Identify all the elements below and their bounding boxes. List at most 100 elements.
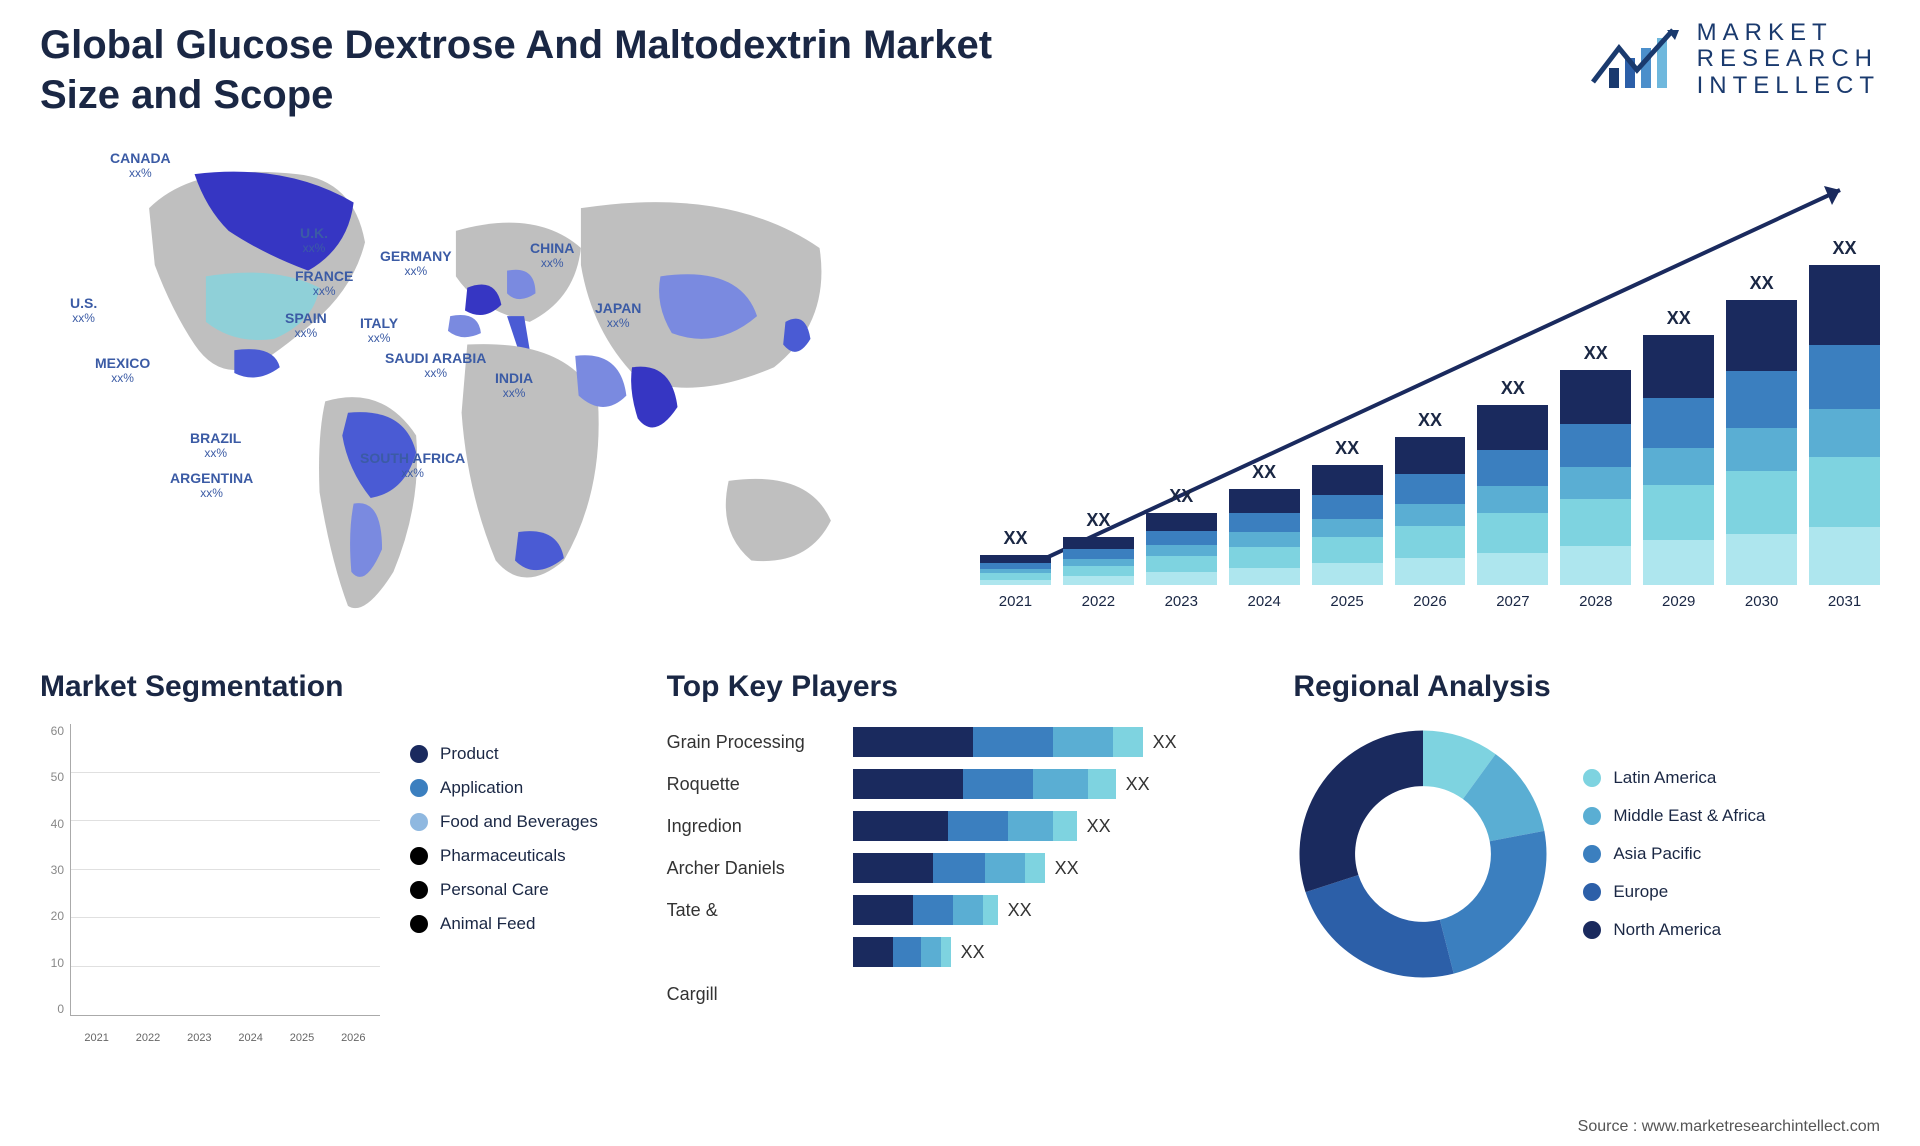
player-value: XX	[1153, 732, 1177, 753]
map-label: BRAZILxx%	[190, 430, 241, 460]
regional-legend: Latin America Middle East & Africa Asia Pa…	[1583, 768, 1765, 940]
forecast-bar: XX 2025	[1312, 438, 1383, 610]
map-label: SPAINxx%	[285, 310, 327, 340]
forecast-value-label: XX	[1501, 378, 1525, 399]
forecast-value-label: XX	[1252, 462, 1276, 483]
legend-dot-icon	[410, 915, 428, 933]
forecast-value-label: XX	[1667, 308, 1691, 329]
legend-item: Product	[410, 744, 627, 764]
bottom-row: Market Segmentation 6050403020100 202120…	[40, 670, 1880, 1044]
map-label: ARGENTINAxx%	[170, 470, 253, 500]
player-row: Cargill	[667, 976, 1254, 1012]
forecast-value-label: XX	[1833, 238, 1857, 259]
player-row: Grain ProcessingXX	[667, 724, 1254, 760]
player-value: XX	[961, 942, 985, 963]
legend-label: Application	[440, 778, 523, 798]
forecast-year-label: 2030	[1745, 593, 1778, 610]
forecast-value-label: XX	[1584, 343, 1608, 364]
players-title: Top Key Players	[667, 670, 1254, 704]
legend-item: Animal Feed	[410, 914, 627, 934]
brand-logo: MARKET RESEARCH INTELLECT	[1589, 20, 1880, 99]
forecast-bar: XX 2022	[1063, 510, 1134, 610]
player-name: Roquette	[667, 774, 837, 795]
legend-label: Pharmaceuticals	[440, 846, 566, 866]
legend-dot-icon	[410, 745, 428, 763]
players-section: Top Key Players Grain ProcessingXX Roquet…	[667, 670, 1254, 1044]
regional-chart: Latin America Middle East & Africa Asia Pa…	[1293, 724, 1880, 984]
player-value: XX	[1126, 774, 1150, 795]
forecast-bar: XX 2030	[1726, 273, 1797, 610]
legend-dot-icon	[410, 881, 428, 899]
legend-dot-icon	[1583, 883, 1601, 901]
forecast-bar: XX 2021	[980, 528, 1051, 610]
forecast-bar: XX 2023	[1146, 486, 1217, 610]
forecast-bar: XX 2028	[1560, 343, 1631, 610]
map-label: MEXICOxx%	[95, 355, 150, 385]
forecast-year-label: 2023	[1165, 593, 1198, 610]
segmentation-plot: 6050403020100 202120222023202420252026	[40, 724, 380, 1044]
forecast-value-label: XX	[1418, 410, 1442, 431]
legend-dot-icon	[1583, 807, 1601, 825]
legend-label: Animal Feed	[440, 914, 535, 934]
forecast-year-label: 2022	[1082, 593, 1115, 610]
logo-text: MARKET RESEARCH INTELLECT	[1697, 20, 1880, 99]
legend-item: North America	[1583, 920, 1765, 940]
forecast-year-label: 2027	[1496, 593, 1529, 610]
world-map: CANADAxx% U.S.xx% MEXICOxx% BRAZILxx% ARGENT…	[40, 140, 940, 640]
legend-item: Asia Pacific	[1583, 844, 1765, 864]
forecast-year-label: 2021	[999, 593, 1032, 610]
map-label: U.K.xx%	[300, 225, 328, 255]
legend-dot-icon	[1583, 769, 1601, 787]
map-label: FRANCExx%	[295, 268, 353, 298]
legend-label: Middle East & Africa	[1613, 806, 1765, 826]
forecast-year-label: 2025	[1330, 593, 1363, 610]
header: Global Glucose Dextrose And Maltodextrin…	[40, 20, 1880, 120]
legend-item: Food and Beverages	[410, 812, 627, 832]
player-name: Archer Daniels	[667, 858, 837, 879]
forecast-bar: XX 2024	[1229, 462, 1300, 610]
logo-mark-icon	[1589, 28, 1679, 92]
player-name: Tate &	[667, 900, 837, 921]
player-row: XX	[667, 934, 1254, 970]
player-row: Tate & XX	[667, 892, 1254, 928]
legend-dot-icon	[1583, 845, 1601, 863]
legend-dot-icon	[410, 847, 428, 865]
map-label: CHINAxx%	[530, 240, 574, 270]
forecast-value-label: XX	[1003, 528, 1027, 549]
player-value: XX	[1087, 816, 1111, 837]
legend-label: Europe	[1613, 882, 1668, 902]
legend-label: Food and Beverages	[440, 812, 598, 832]
map-label: JAPANxx%	[595, 300, 641, 330]
segmentation-legend: Product Application Food and Beverages Phar…	[410, 724, 627, 1044]
map-label: U.S.xx%	[70, 295, 97, 325]
players-list: Grain ProcessingXXRoquetteXXIngredionXXA…	[667, 724, 1254, 1012]
map-label: ITALYxx%	[360, 315, 398, 345]
player-value: XX	[1008, 900, 1032, 921]
forecast-year-label: 2031	[1828, 593, 1861, 610]
player-value: XX	[1055, 858, 1079, 879]
segmentation-chart: 6050403020100 202120222023202420252026 P…	[40, 724, 627, 1044]
forecast-value-label: XX	[1335, 438, 1359, 459]
player-name: Cargill	[667, 984, 837, 1005]
forecast-value-label: XX	[1086, 510, 1110, 531]
forecast-year-label: 2029	[1662, 593, 1695, 610]
forecast-bar: XX 2027	[1477, 378, 1548, 610]
source-text: Source : www.marketresearchintellect.com	[1578, 1118, 1880, 1136]
regional-section: Regional Analysis Latin America Middle Ea…	[1293, 670, 1880, 1044]
forecast-year-label: 2028	[1579, 593, 1612, 610]
forecast-chart: XX2021XX2022XX2023XX2024XX2025XX2026XX20…	[980, 140, 1880, 640]
legend-item: Europe	[1583, 882, 1765, 902]
segmentation-section: Market Segmentation 6050403020100 202120…	[40, 670, 627, 1044]
forecast-year-label: 2024	[1247, 593, 1280, 610]
legend-item: Application	[410, 778, 627, 798]
map-label: CANADAxx%	[110, 150, 171, 180]
forecast-value-label: XX	[1169, 486, 1193, 507]
forecast-bar: XX 2031	[1809, 238, 1880, 610]
page-title: Global Glucose Dextrose And Maltodextrin…	[40, 20, 1000, 120]
regional-title: Regional Analysis	[1293, 670, 1880, 704]
player-row: IngredionXX	[667, 808, 1254, 844]
forecast-value-label: XX	[1750, 273, 1774, 294]
legend-item: Latin America	[1583, 768, 1765, 788]
map-label: INDIAxx%	[495, 370, 533, 400]
logo-line2: RESEARCH	[1697, 46, 1880, 72]
